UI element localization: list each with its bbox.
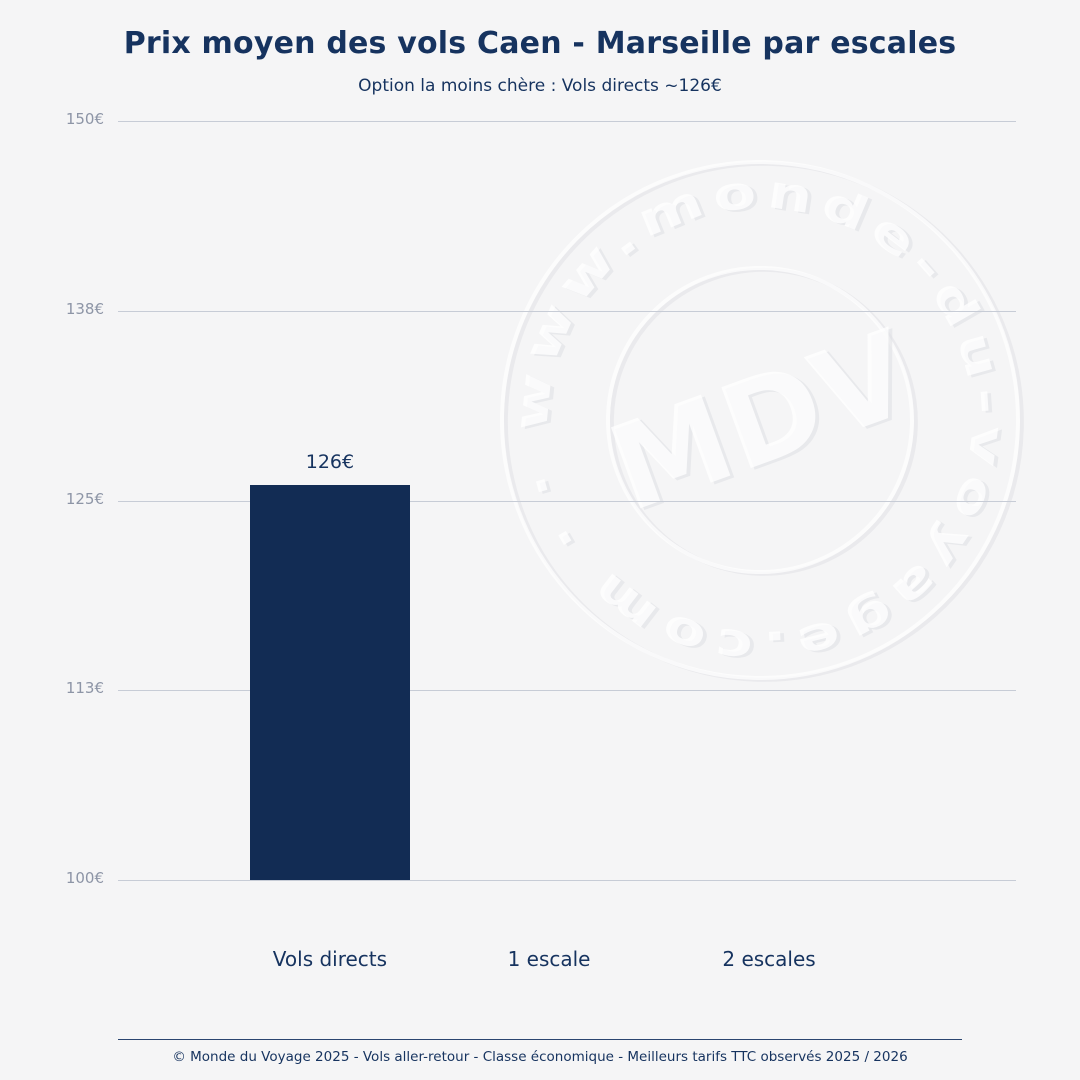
x-axis-label: Vols directs	[272, 947, 388, 971]
gridline	[118, 880, 1016, 881]
bar-value-label: 126€	[305, 451, 355, 474]
y-tick-label: 100€	[65, 869, 104, 887]
chart-subtitle: Option la moins chère : Vols directs ~12…	[358, 76, 722, 96]
chart-title: Prix moyen des vols Caen - Marseille par…	[123, 26, 957, 61]
gridline	[118, 500, 1016, 502]
bar	[250, 485, 410, 880]
y-tick-label: 125€	[65, 489, 104, 508]
footer-text: © Monde du Voyage 2025 - Vols aller-reto…	[172, 1049, 908, 1065]
y-tick-label: 113€	[65, 679, 104, 698]
plot-area: 150€ 138€ 125€ 113€ 100€ Vols directs 126€ 1 es…	[66, 110, 1016, 971]
y-tick-label: 150€	[65, 110, 104, 128]
y-tick-label: 138€	[65, 299, 104, 318]
gridline	[118, 121, 1016, 122]
footer-divider	[118, 1039, 962, 1040]
gridline	[118, 310, 1016, 312]
x-axis-label: 2 escales	[722, 947, 816, 971]
gridline	[118, 690, 1016, 692]
x-axis-label: 1 escale	[507, 947, 591, 971]
